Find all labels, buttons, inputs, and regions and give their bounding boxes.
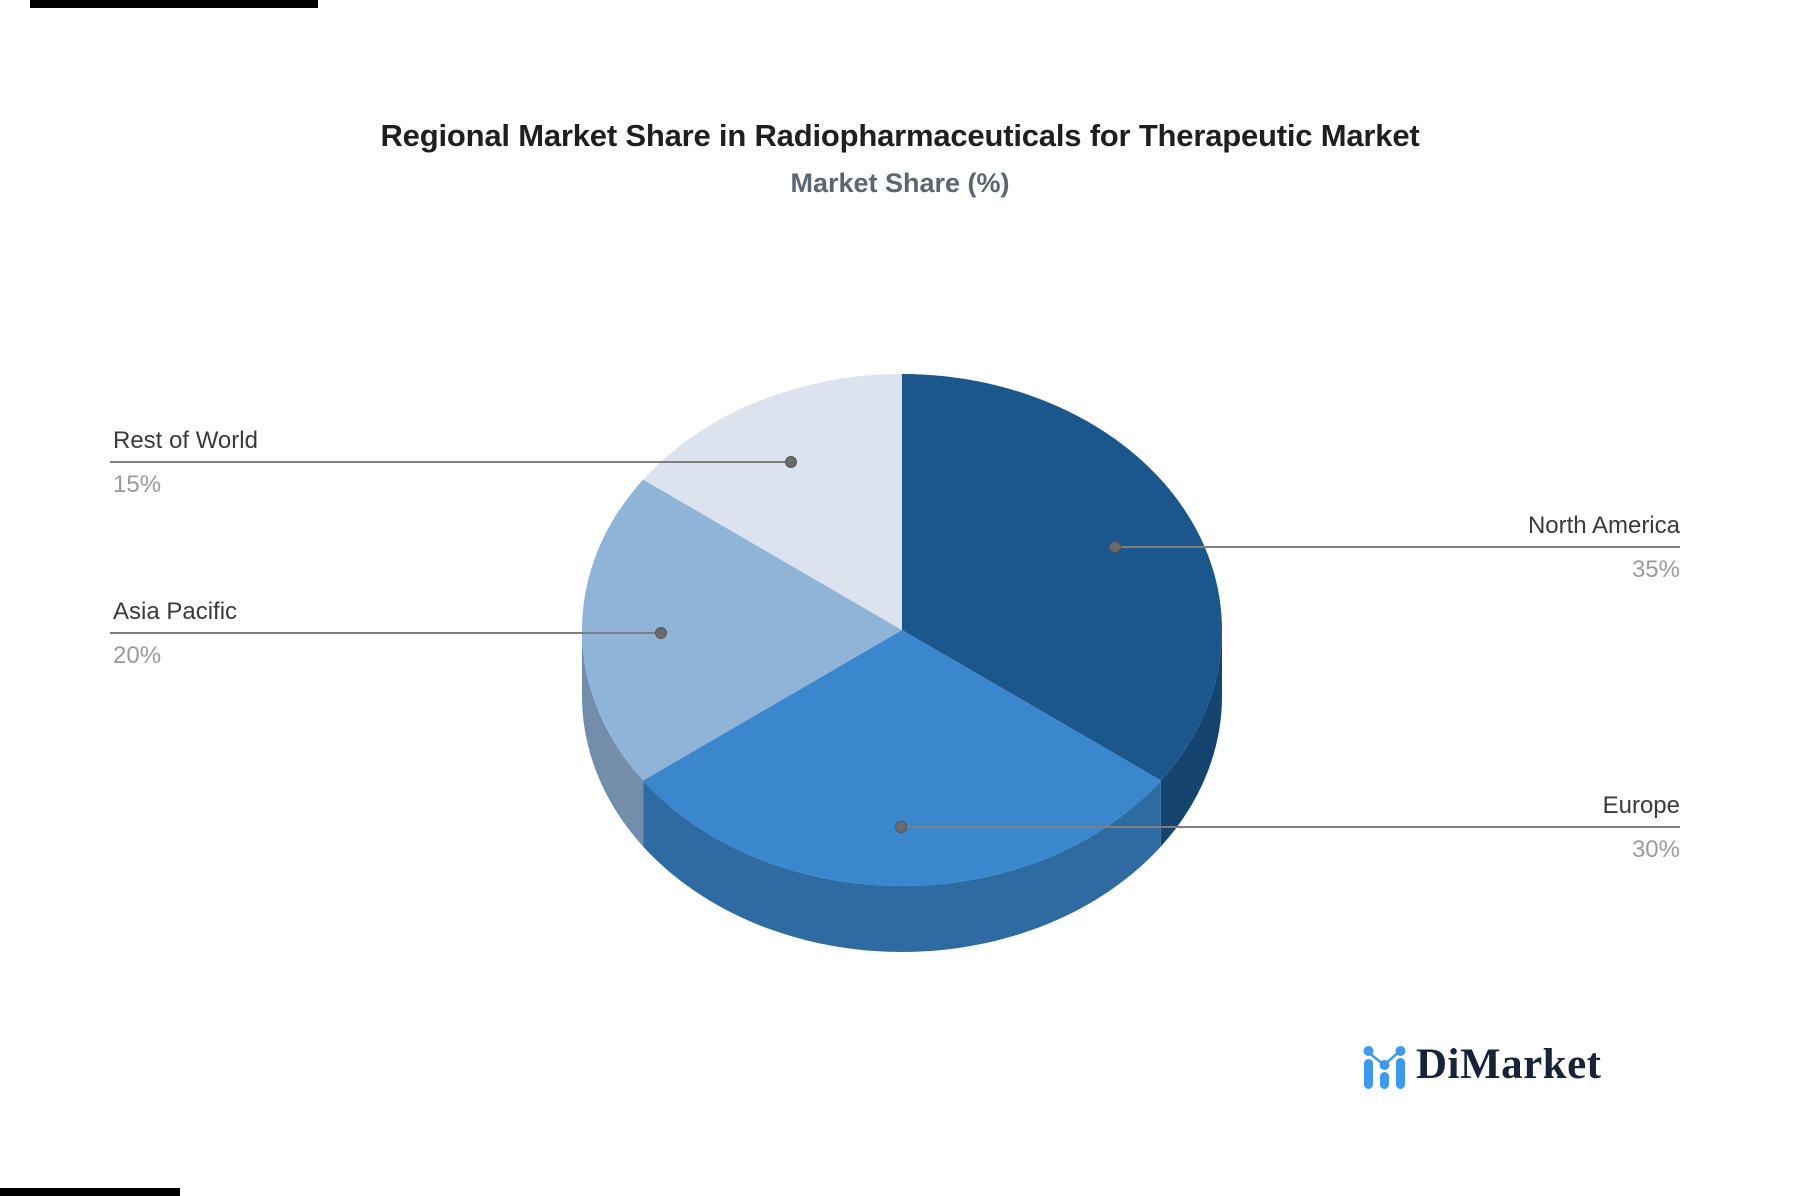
pie-slice-rest-of-world[interactable]: [643, 374, 902, 630]
pie-slice-side-europe[interactable]: [643, 780, 1161, 953]
leader-dot-europe: [895, 821, 907, 833]
pie-slice-side-north-america[interactable]: [1160, 630, 1222, 847]
bar-line-chart-icon: [1363, 1046, 1406, 1089]
screen-artifact-bar-bottom: [0, 1188, 180, 1196]
pie-slice-north-america[interactable]: [902, 374, 1223, 781]
leader-dot-north-america: [1109, 541, 1121, 553]
callout-value-north-america: 35%: [1631, 556, 1680, 583]
chart-subtitle: Market Share (%): [790, 168, 1010, 198]
brand-logo: DiMarket: [1360, 1038, 1650, 1098]
callout-label-north-america: North America: [1527, 512, 1680, 539]
callout-label-europe: Europe: [1602, 792, 1680, 819]
callout-value-rest-of-world: 15%: [113, 471, 162, 498]
leader-dot-asia-pacific: [655, 627, 667, 639]
leader-line-rest-of-world: [110, 461, 791, 463]
leader-line-asia-pacific: [110, 632, 661, 634]
pie-slice-asia-pacific[interactable]: [582, 479, 902, 781]
callout-value-europe: 30%: [1631, 836, 1680, 863]
leader-line-north-america: [1115, 546, 1680, 548]
leader-dot-rest-of-world: [785, 456, 797, 468]
callout-label-rest-of-world: Rest of World: [113, 427, 258, 454]
brand-name: DiMarket: [1416, 1041, 1602, 1088]
leader-line-europe: [901, 826, 1680, 828]
callout-label-asia-pacific: Asia Pacific: [113, 598, 238, 625]
pie-slice-europe[interactable]: [643, 630, 1161, 887]
callout-value-asia-pacific: 20%: [113, 642, 162, 669]
page-title: Regional Market Share in Radiopharmaceut…: [380, 118, 1420, 153]
screen-artifact-bar-top: [30, 0, 318, 8]
pie-slice-side-asia-pacific[interactable]: [582, 630, 644, 847]
